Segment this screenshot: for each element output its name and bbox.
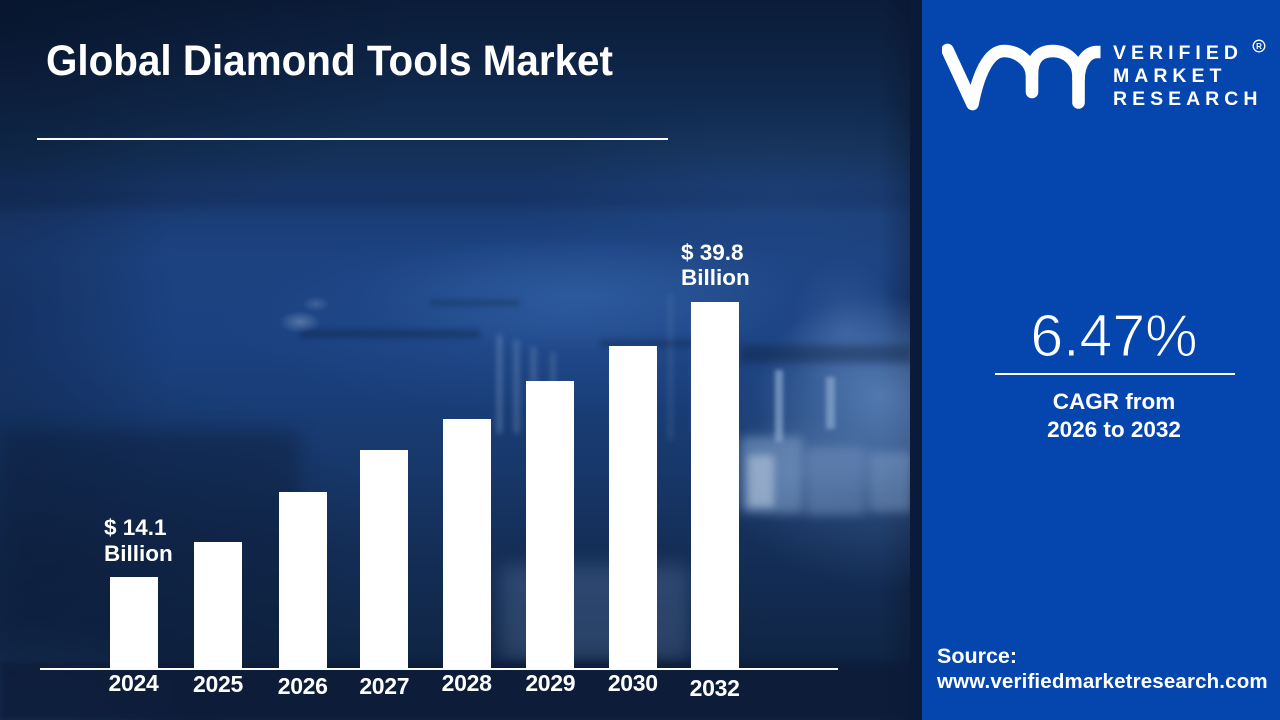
svg-text:R: R — [1256, 42, 1262, 51]
